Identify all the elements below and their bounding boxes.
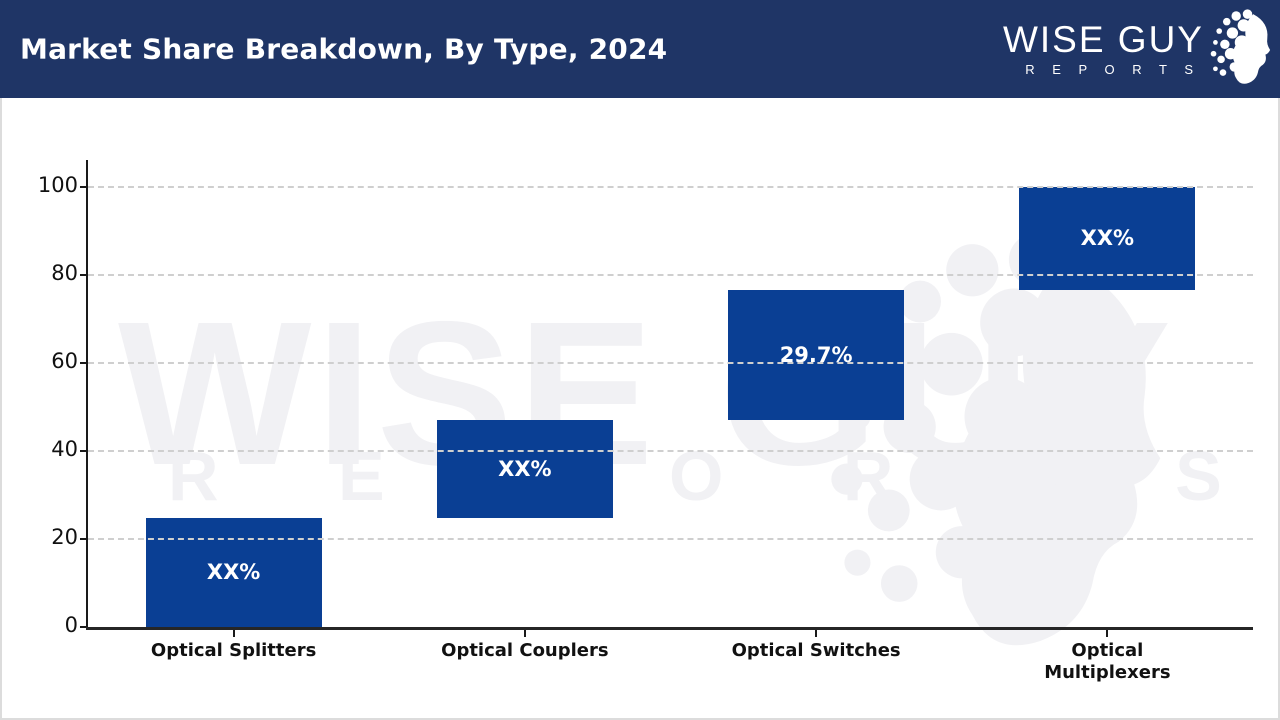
bar: XX%	[145, 517, 322, 627]
wiseguy-logo: WISE GUY R E P O R T S	[1003, 4, 1272, 94]
y-tick-mark	[80, 186, 88, 188]
y-tick-mark	[80, 274, 88, 276]
x-tick-label: Optical Switches	[731, 640, 901, 661]
logo-head-icon	[1210, 9, 1271, 84]
y-tick-mark	[80, 450, 88, 452]
y-tick-label: 20	[51, 525, 78, 549]
y-axis-line	[86, 160, 88, 630]
bar: 29.7%	[728, 289, 905, 421]
gridline	[88, 362, 1253, 364]
page-title: Market Share Breakdown, By Type, 2024	[20, 32, 668, 66]
x-tick-label: Optical Couplers	[441, 640, 609, 661]
y-tick-label: 0	[64, 613, 78, 637]
y-tick-mark	[80, 538, 88, 540]
header: Market Share Breakdown, By Type, 2024 WI…	[0, 0, 1280, 98]
x-tick-mark	[523, 629, 526, 637]
bar-value-label: XX%	[206, 560, 261, 585]
logo-wordmark: WISE GUY	[1002, 19, 1204, 61]
y-tick-mark	[80, 626, 88, 628]
x-tick-mark	[1106, 629, 1109, 637]
logo-subtitle: R E P O R T S	[1025, 61, 1200, 77]
bar: XX%	[1019, 187, 1196, 290]
x-tick-label: Optical Splitters	[150, 640, 317, 661]
gridline	[88, 186, 1253, 188]
y-tick-mark	[80, 362, 88, 364]
gridline	[88, 450, 1253, 452]
y-tick-label: 40	[51, 437, 78, 461]
y-tick-label: 100	[37, 173, 78, 197]
gridline	[88, 274, 1253, 276]
logo-text: WISE GUY R E P O R T S	[1002, 19, 1204, 77]
chart-area: WISE GUY R E P O R T S 0 20 40 60 80 100 XX% Op…	[0, 98, 1280, 720]
x-tick-mark	[232, 629, 235, 637]
bar-value-label: XX%	[498, 457, 552, 482]
x-axis-line	[86, 627, 1253, 630]
gridline	[88, 538, 1253, 540]
y-tick-label: 80	[51, 261, 78, 285]
y-tick-label: 60	[51, 349, 78, 373]
x-tick-mark	[815, 629, 818, 637]
x-tick-label: Optical Multiplexers	[1044, 640, 1171, 683]
bar-value-label: XX%	[1080, 226, 1135, 251]
bar: XX%	[436, 420, 613, 518]
